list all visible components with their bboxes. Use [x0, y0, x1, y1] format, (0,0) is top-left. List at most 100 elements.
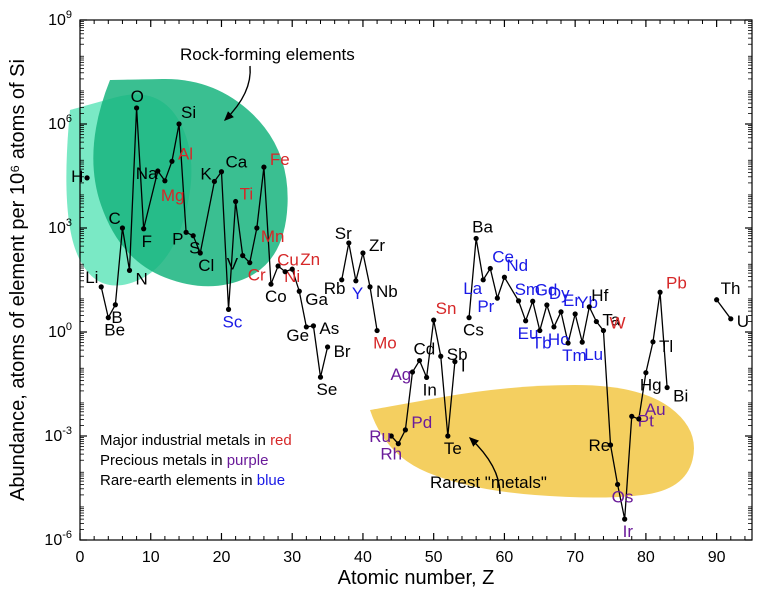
element-label-B: B	[111, 308, 122, 327]
legend-line: Major industrial metals in red	[100, 432, 292, 449]
element-marker	[374, 328, 379, 333]
element-label-Tm: Tm	[562, 346, 587, 365]
element-marker	[615, 482, 620, 487]
element-label-Pr: Pr	[477, 297, 494, 316]
element-marker	[290, 267, 295, 272]
element-marker	[714, 297, 719, 302]
element-label-Ru: Ru	[369, 427, 391, 446]
annotation: Rarest "metals"	[430, 473, 547, 492]
element-marker	[523, 318, 528, 323]
element-label-Sr: Sr	[335, 224, 352, 243]
element-label-H: H	[71, 167, 83, 186]
element-marker	[141, 226, 146, 231]
element-marker	[311, 323, 316, 328]
element-marker	[643, 370, 648, 375]
element-label-Hf: Hf	[591, 286, 608, 305]
element-label-Mg: Mg	[161, 186, 185, 205]
element-label-V: V	[227, 255, 239, 274]
element-label-Sc: Sc	[223, 312, 243, 331]
element-marker	[657, 290, 662, 295]
element-label-Cs: Cs	[463, 321, 484, 340]
element-marker	[502, 275, 507, 280]
y-tick-label: 100	[48, 321, 72, 341]
x-tick-label: 50	[425, 549, 443, 566]
element-marker	[233, 199, 238, 204]
element-label-In: In	[423, 380, 437, 399]
element-marker	[424, 375, 429, 380]
element-label-Zn: Zn	[300, 250, 320, 269]
element-label-Cr: Cr	[248, 266, 266, 285]
element-label-Co: Co	[265, 287, 287, 306]
element-marker	[360, 250, 365, 255]
element-label-Au: Au	[645, 400, 666, 419]
element-label-As: As	[319, 319, 339, 338]
element-marker	[184, 230, 189, 235]
element-marker	[247, 260, 252, 265]
element-marker	[445, 433, 450, 438]
element-label-Nd: Nd	[506, 256, 528, 275]
x-tick-label: 30	[283, 549, 301, 566]
element-label-K: K	[200, 164, 212, 183]
element-label-Ge: Ge	[286, 326, 309, 345]
element-label-Ca: Ca	[225, 153, 247, 172]
element-label-Ti: Ti	[240, 185, 254, 204]
element-label-O: O	[131, 87, 144, 106]
element-marker	[573, 311, 578, 316]
element-marker	[198, 250, 203, 255]
element-label-Sn: Sn	[436, 299, 457, 318]
element-label-Rh: Rh	[380, 445, 402, 464]
element-marker	[283, 269, 288, 274]
element-label-Ir: Ir	[623, 522, 634, 541]
element-marker	[636, 416, 641, 421]
element-label-Y: Y	[352, 284, 363, 303]
element-label-Pd: Pd	[411, 413, 432, 432]
x-tick-label: 60	[496, 549, 514, 566]
element-marker	[325, 344, 330, 349]
element-marker	[665, 385, 670, 390]
element-marker	[353, 278, 358, 283]
element-marker	[212, 179, 217, 184]
element-marker	[134, 105, 139, 110]
y-tick-label: 10-3	[44, 425, 72, 445]
element-marker	[261, 165, 266, 170]
y-tick-label: 109	[48, 9, 72, 29]
element-label-Tl: Tl	[659, 337, 673, 356]
element-marker	[587, 304, 592, 309]
element-marker	[84, 175, 89, 180]
element-label-Re: Re	[589, 436, 611, 455]
element-label-La: La	[463, 279, 482, 298]
element-marker	[530, 299, 535, 304]
element-label-Al: Al	[178, 144, 193, 163]
element-label-Mo: Mo	[373, 334, 397, 353]
y-axis-label: Abundance, atoms of element per 10⁶ atom…	[7, 59, 29, 501]
element-marker	[495, 296, 500, 301]
element-label-Zr: Zr	[369, 236, 385, 255]
x-axis-label: Atomic number, Z	[338, 567, 495, 589]
element-marker	[162, 178, 167, 183]
element-label-N: N	[136, 269, 148, 288]
element-marker	[537, 328, 542, 333]
element-label-U: U	[737, 312, 749, 331]
element-marker	[601, 328, 606, 333]
element-label-I: I	[461, 357, 466, 376]
element-label-W: W	[609, 314, 625, 333]
element-label-Li: Li	[85, 268, 98, 287]
element-marker	[191, 233, 196, 238]
element-marker	[466, 315, 471, 320]
element-label-P: P	[172, 229, 183, 248]
element-marker	[565, 340, 570, 345]
element-marker	[254, 225, 259, 230]
element-label-Lu: Lu	[584, 345, 603, 364]
element-marker	[297, 289, 302, 294]
element-label-Cd: Cd	[414, 340, 436, 359]
element-label-Cl: Cl	[198, 256, 214, 275]
element-label-Si: Si	[181, 103, 196, 122]
x-tick-label: 0	[76, 549, 85, 566]
element-marker	[176, 121, 181, 126]
element-marker	[113, 302, 118, 307]
legend-line: Rare-earth elements in blue	[100, 472, 285, 489]
element-label-Fe: Fe	[270, 150, 290, 169]
x-tick-label: 10	[142, 549, 160, 566]
element-label-Br: Br	[334, 342, 351, 361]
element-marker	[474, 236, 479, 241]
